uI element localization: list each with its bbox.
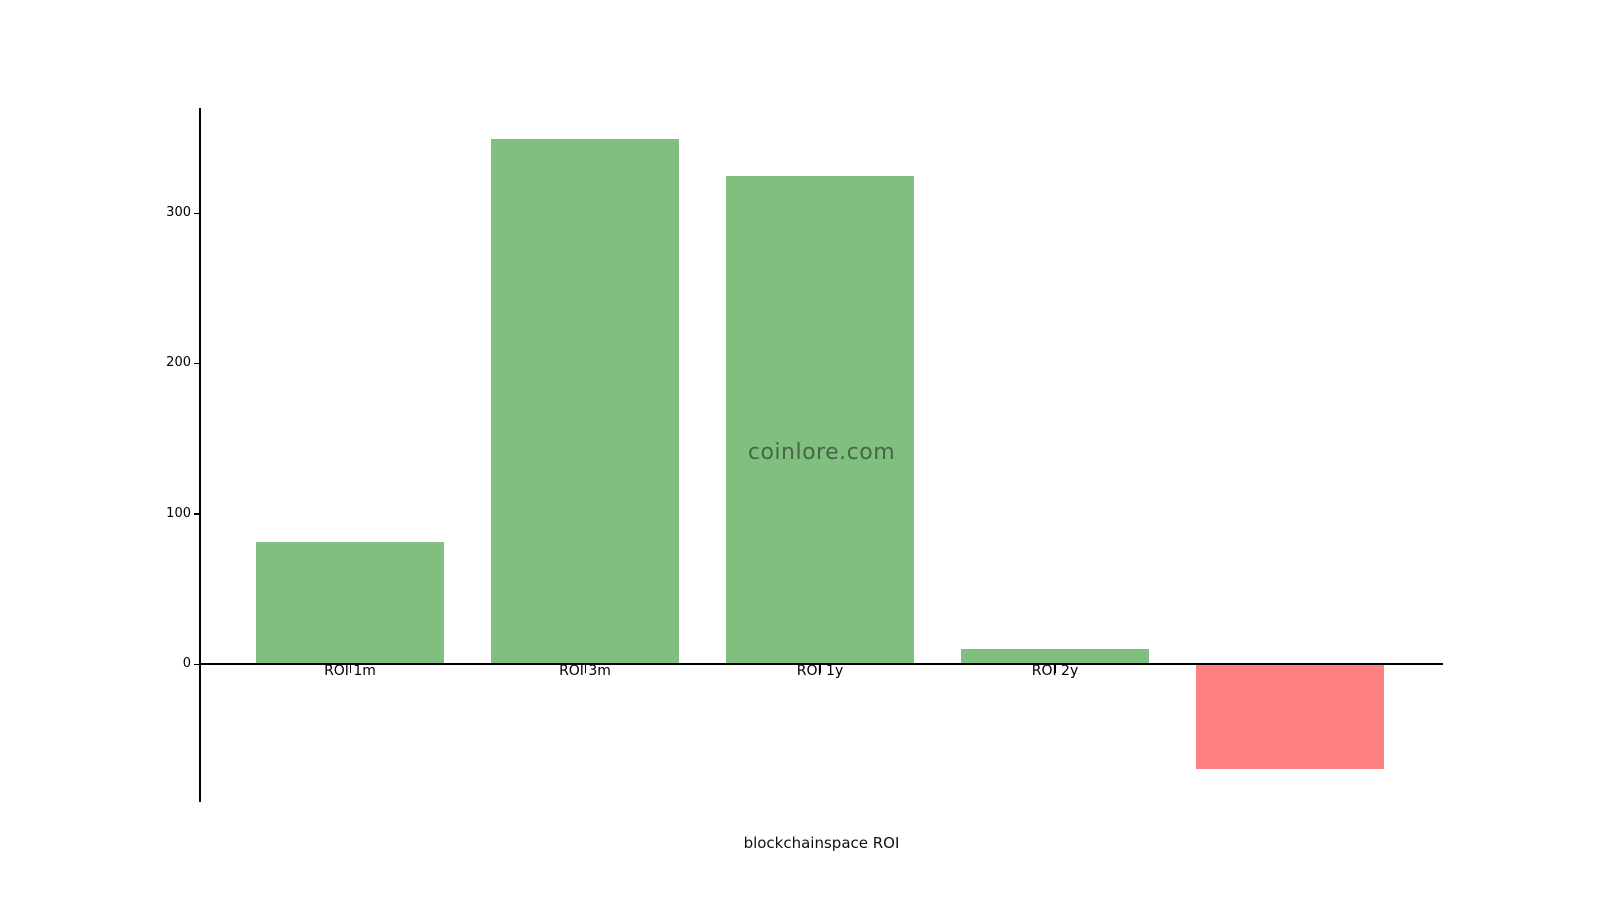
x-tick-mark <box>349 664 351 673</box>
x-tick-mark <box>819 664 821 673</box>
y-tick-mark <box>194 663 199 665</box>
y-axis-line <box>199 108 201 802</box>
x-tick-label: ROI 1y <box>796 663 844 679</box>
x-tick-mark <box>584 664 586 673</box>
y-tick-mark <box>194 362 199 365</box>
x-tick-label: ROI 2y <box>1031 663 1079 679</box>
x-tick-label: ROI 1m <box>324 663 376 679</box>
y-tick-mark <box>194 513 199 515</box>
chart-title: blockchainspace ROI <box>743 834 900 852</box>
watermark-text: coinlore.com <box>747 440 896 465</box>
x-axis-line <box>200 663 1443 665</box>
bar-roi-1y <box>726 175 914 664</box>
y-tick-label: 200 <box>166 355 191 371</box>
y-tick-mark <box>194 212 199 215</box>
x-tick-mark <box>1054 664 1056 673</box>
y-tick-label: 100 <box>166 505 191 521</box>
y-tick-label: 300 <box>166 205 191 221</box>
bar-roi-1m <box>256 542 444 664</box>
x-tick-label: ROI 3m <box>559 663 611 679</box>
bar-roi-3m <box>491 139 679 664</box>
bar-roi-2y <box>961 648 1149 664</box>
bar-unlabeled <box>1196 664 1384 770</box>
y-tick-label: 0 <box>182 656 191 671</box>
